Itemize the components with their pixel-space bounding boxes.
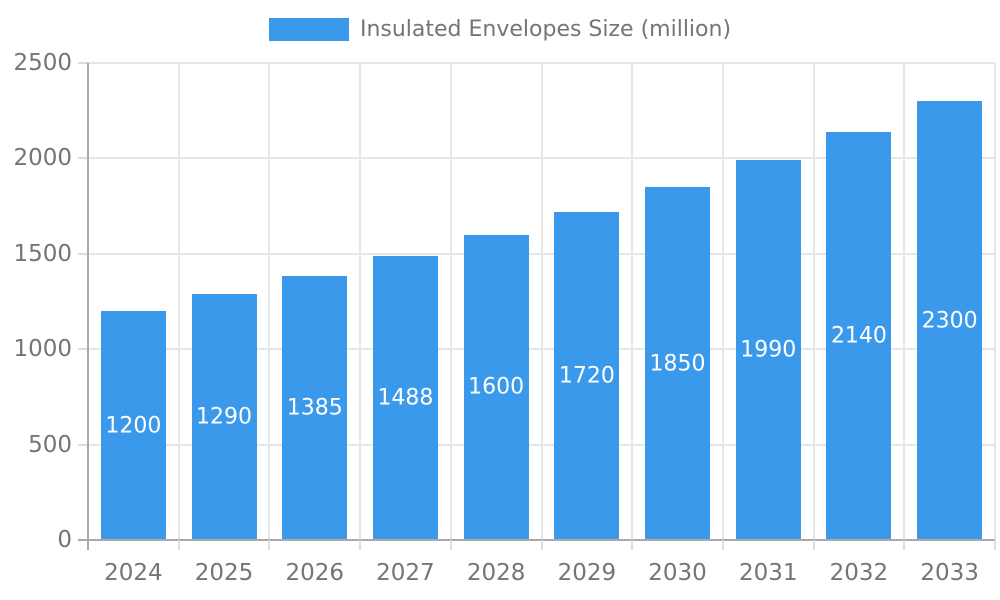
bar[interactable]: 1600 xyxy=(463,234,529,540)
bar[interactable]: 2140 xyxy=(826,131,892,540)
y-axis-tick-label: 0 xyxy=(57,527,72,553)
y-axis-tick xyxy=(78,157,88,160)
legend-label: Insulated Envelopes Size (million) xyxy=(359,17,732,42)
x-axis-tick xyxy=(812,540,815,550)
x-gridline xyxy=(631,63,634,540)
y-axis-line xyxy=(87,63,89,540)
legend-swatch-icon xyxy=(268,18,349,41)
bar[interactable]: 1720 xyxy=(554,211,620,540)
bar-value-label: 1850 xyxy=(649,351,706,376)
x-axis-tick xyxy=(359,540,362,550)
y-axis-tick-label: 1000 xyxy=(13,336,72,363)
bar-value-label: 1385 xyxy=(286,395,343,421)
x-gridline xyxy=(268,63,271,540)
x-axis-tick-label: 2025 xyxy=(194,560,254,586)
x-axis-tick-label: 2027 xyxy=(376,560,435,586)
y-axis-tick xyxy=(78,443,88,446)
y-axis-tick xyxy=(78,539,88,541)
bar-value-label: 1488 xyxy=(377,385,434,411)
bar[interactable]: 1200 xyxy=(100,311,166,540)
x-axis-tick-label: 2024 xyxy=(104,560,163,586)
x-axis-tick xyxy=(177,540,180,550)
bar-value-label: 2140 xyxy=(830,323,887,349)
x-gridline xyxy=(540,63,543,540)
x-axis-tick xyxy=(87,540,89,550)
x-gridline xyxy=(994,63,996,540)
x-axis-tick-label: 2032 xyxy=(829,560,889,586)
x-axis-tick xyxy=(903,540,906,550)
x-gridline xyxy=(449,63,452,540)
bar-value-label: 1600 xyxy=(468,374,525,400)
x-axis-tick-label: 2028 xyxy=(466,560,526,586)
x-axis-tick-label: 2026 xyxy=(285,560,345,586)
y-axis-tick-label: 500 xyxy=(28,431,72,458)
x-gridline xyxy=(177,63,180,540)
y-axis-tick xyxy=(78,252,88,255)
x-axis-tick xyxy=(994,540,996,550)
y-axis-tick-label: 2000 xyxy=(13,145,72,172)
bar-value-label: 1720 xyxy=(558,363,615,389)
y-axis-tick-label: 1500 xyxy=(13,240,72,267)
bar[interactable]: 1850 xyxy=(645,187,711,540)
x-axis-tick-label: 2029 xyxy=(557,560,617,586)
x-axis-tick-label: 2030 xyxy=(648,560,707,586)
bar[interactable]: 1385 xyxy=(282,275,348,540)
x-axis-tick xyxy=(540,540,543,550)
x-axis-tick-label: 2033 xyxy=(920,560,979,586)
x-axis-tick xyxy=(449,540,452,550)
y-axis-tick xyxy=(78,62,88,64)
x-gridline xyxy=(903,63,906,540)
legend[interactable]: Insulated Envelopes Size (million) xyxy=(0,18,1000,41)
x-gridline xyxy=(359,63,362,540)
bar-value-label: 1200 xyxy=(105,413,162,438)
bar-value-label: 1990 xyxy=(740,337,797,363)
x-axis-tick xyxy=(631,540,634,550)
bar[interactable]: 1990 xyxy=(735,160,801,540)
bar[interactable]: 1488 xyxy=(372,256,438,540)
y-axis-tick xyxy=(78,348,88,351)
x-gridline xyxy=(721,63,724,540)
y-axis-tick-label: 2500 xyxy=(13,50,72,76)
bar[interactable]: 2300 xyxy=(917,101,983,540)
x-gridline xyxy=(812,63,815,540)
bar-value-label: 2300 xyxy=(921,308,978,334)
bar-value-label: 1290 xyxy=(196,404,253,430)
bar[interactable]: 1290 xyxy=(191,293,257,540)
x-axis-tick xyxy=(268,540,271,550)
x-axis-tick xyxy=(721,540,724,550)
x-axis-tick-label: 2031 xyxy=(738,560,798,586)
